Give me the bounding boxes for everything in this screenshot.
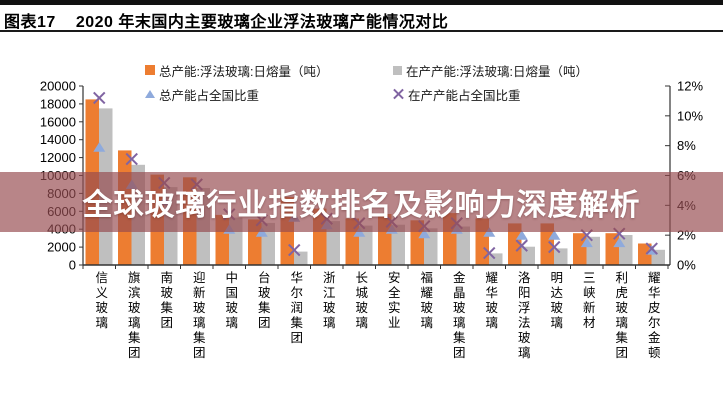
left-axis-label: 12000 (40, 150, 76, 165)
left-axis-label: 18000 (40, 96, 76, 111)
bar-total-15 (573, 233, 587, 265)
x-label-11: 金晶玻璃集团 (450, 271, 465, 361)
legend-item-total-share: 总产能占全国比重 (145, 87, 260, 103)
bar-inproduction-16 (619, 235, 633, 265)
bar-inproduction-12 (489, 253, 503, 265)
legend-label-total-capacity: 总产能:浮法玻璃:日熔量（吨） (159, 64, 329, 79)
left-axis-label: 20000 (40, 79, 76, 94)
bar-total-14 (540, 223, 554, 265)
legend-item-inproduction-share: 在产产能占全国比重 (393, 87, 521, 103)
marker-triangle-13 (515, 230, 528, 240)
x-label-3: 迎新玻璃集团 (190, 271, 205, 361)
overlay-banner-text: 全球玻璃行业指数排名及影响力深度解析 (82, 189, 641, 222)
x-label-4: 中国玻璃 (223, 271, 238, 331)
marker-triangle-16 (613, 237, 626, 248)
x-label-13: 洛阳浮法玻璃 (515, 271, 530, 361)
bar-inproduction-11 (456, 226, 470, 265)
left-axis-label: 0 (69, 258, 76, 273)
marker-x-6 (288, 243, 301, 257)
bar-inproduction-6 (294, 251, 308, 265)
legend-triangle-icon (145, 90, 155, 98)
marker-triangle-15 (580, 237, 593, 248)
x-label-12: 耀华玻璃 (483, 271, 498, 331)
legend-label-total-share: 总产能占全国比重 (159, 88, 260, 103)
chart-title: 图表17 2020 年末国内主要玻璃企业浮法玻璃产能情况对比 (4, 8, 448, 32)
marker-x-12 (483, 246, 496, 260)
marker-x-17 (645, 242, 658, 255)
x-label-1: 旗滨玻璃集团 (125, 271, 140, 361)
marker-x-0 (93, 91, 106, 105)
left-axis-label: 16000 (40, 114, 76, 129)
legend-label-inproduction-capacity: 在产产能:浮法玻璃:日熔量（吨） (406, 64, 588, 79)
x-label-6: 华尔润集团 (288, 271, 303, 346)
legend-swatch-inproduction-capacity (393, 65, 402, 75)
chart-title-text: 2020 年末国内主要玻璃企业浮法玻璃产能情况对比 (75, 14, 449, 31)
legend-item-total-capacity: 总产能:浮法玻璃:日熔量（吨） (145, 63, 329, 79)
x-label-17: 耀华皮尔金顿 (645, 271, 660, 361)
marker-x-1 (125, 152, 138, 166)
x-label-8: 长城玻璃 (353, 271, 368, 331)
bar-inproduction-7 (326, 221, 340, 265)
right-axis-label: 8% (677, 138, 696, 153)
marker-x-14 (548, 240, 561, 254)
left-axis-label: 14000 (40, 132, 76, 147)
right-axis-label: 0% (677, 258, 696, 273)
x-label-5: 台玻集团 (255, 271, 270, 331)
x-label-15: 三峡新材 (580, 271, 595, 331)
title-divider (0, 30, 723, 32)
x-label-9: 安全实业 (385, 271, 400, 331)
x-label-7: 浙江玻璃 (320, 271, 335, 331)
legend-item-inproduction-capacity: 在产产能:浮法玻璃:日熔量（吨） (393, 63, 588, 79)
x-label-16: 利虎玻璃集团 (613, 271, 628, 361)
x-label-2: 南玻集团 (158, 271, 173, 331)
bar-inproduction-14 (554, 248, 568, 265)
bar-total-16 (605, 233, 619, 265)
bar-inproduction-9 (391, 224, 405, 265)
bar-total-17 (638, 243, 652, 265)
x-label-10: 福耀玻璃 (418, 271, 433, 331)
left-axis-label: 2000 (47, 240, 76, 255)
x-label-14: 明达玻璃 (548, 271, 563, 331)
x-label-0: 信义玻璃 (93, 271, 108, 331)
marker-triangle-14 (548, 230, 561, 240)
marker-triangle-0 (93, 142, 106, 152)
overlay-banner: 全球玻璃行业指数排名及影响力深度解析 (0, 172, 723, 232)
right-axis-label: 10% (677, 108, 703, 123)
right-axis-label: 12% (677, 79, 703, 94)
marker-triangle-10 (418, 228, 431, 239)
bar-total-13 (508, 223, 522, 265)
marker-x-13 (515, 239, 528, 252)
top-black-bar (0, 0, 723, 5)
chart-title-prefix: 图表17 (4, 14, 56, 31)
legend-swatch-total-capacity (145, 65, 155, 75)
legend-label-inproduction-share: 在产产能占全国比重 (408, 88, 521, 103)
bar-inproduction-13 (521, 246, 535, 265)
